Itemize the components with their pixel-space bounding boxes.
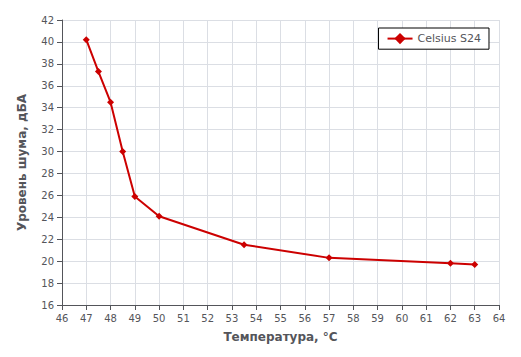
svg-text:48: 48 [104,313,117,324]
svg-text:38: 38 [41,58,54,69]
svg-text:58: 58 [347,313,360,324]
svg-text:28: 28 [41,168,54,179]
svg-text:42: 42 [41,15,54,26]
svg-text:16: 16 [41,300,54,311]
svg-text:52: 52 [201,313,214,324]
svg-text:22: 22 [41,234,54,245]
svg-text:51: 51 [177,313,190,324]
svg-text:53: 53 [226,313,239,324]
svg-text:34: 34 [41,102,54,113]
svg-text:55: 55 [274,313,287,324]
svg-text:Celsius S24: Celsius S24 [418,32,481,45]
svg-text:54: 54 [250,313,263,324]
svg-text:47: 47 [80,313,93,324]
svg-text:64: 64 [493,313,506,324]
svg-text:Уровень шума, дБА: Уровень шума, дБА [15,93,29,231]
svg-text:24: 24 [41,212,54,223]
svg-text:59: 59 [371,313,384,324]
svg-text:62: 62 [444,313,457,324]
svg-text:20: 20 [41,256,54,267]
svg-text:32: 32 [41,124,54,135]
svg-text:36: 36 [41,80,54,91]
svg-text:56: 56 [298,313,311,324]
svg-text:60: 60 [396,313,409,324]
svg-text:46: 46 [56,313,69,324]
svg-text:Температура, °C: Температура, °C [223,330,337,344]
svg-text:57: 57 [323,313,336,324]
svg-text:40: 40 [41,36,54,47]
svg-text:61: 61 [420,313,433,324]
svg-text:26: 26 [41,190,54,201]
svg-text:30: 30 [41,146,54,157]
svg-text:50: 50 [153,313,166,324]
svg-text:18: 18 [41,278,54,289]
svg-text:49: 49 [128,313,141,324]
svg-text:63: 63 [468,313,481,324]
